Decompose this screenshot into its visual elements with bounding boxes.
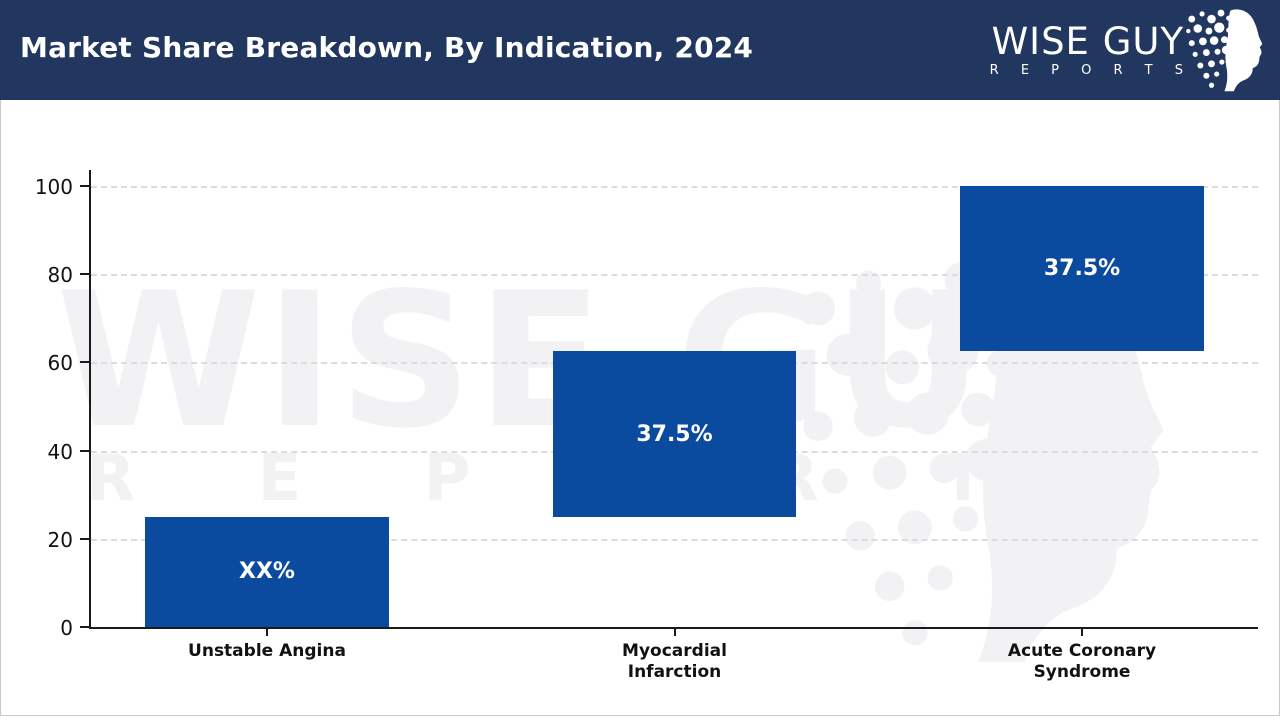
x-axis-tick [1081,627,1084,636]
x-axis-tick [265,627,268,636]
grid-line-y80 [91,274,1258,277]
y-tick-label: 20 [47,527,73,552]
bar-value-label: 37.5% [636,421,713,447]
y-tick-label: 100 [34,174,73,199]
y-axis-tick [80,626,89,628]
bar-value-label: XX% [238,559,295,585]
x-category-label: Myocardial Infarction [622,641,727,683]
x-category-label: Unstable Angina [188,641,346,661]
y-tick-label: 0 [60,616,73,640]
bar-3: 37.5% [960,185,1204,352]
y-tick-label: 40 [47,439,73,464]
grid-line-y100 [91,185,1258,188]
grid-line-y20 [91,538,1258,541]
y-axis-tick [80,184,89,187]
y-axis-tick [80,537,89,540]
y-tick-label: 60 [47,351,73,376]
y-axis-tick [80,273,89,276]
dot-face-logo-icon [1186,9,1263,92]
logo-name: WISE GUY [991,19,1185,63]
logo-text: WISE GUY R E P O R T S [984,23,1192,78]
x-category-label: Acute Coronary Syndrome [1007,641,1157,683]
bar-2: 37.5% [552,351,797,517]
plot-area: 0 20 40 60 80 100 XX% Unstable Angina 37.5% Myoca… [35,170,1258,682]
bar-1: XX% [145,516,389,627]
x-axis-tick [673,627,676,636]
y-axis-tick [80,449,89,452]
y-axis-tick [80,361,89,364]
page-title: Market Share Breakdown, By Indication, 2… [20,30,754,64]
chart-card: WISE GUY R E P O R T S 020406080100XX%Un… [0,100,1280,716]
y-tick-label: 80 [47,263,73,288]
wise-guy-reports-logo: WISE GUY R E P O R T S [984,7,1266,93]
header-bar: Market Share Breakdown, By Indication, 2… [0,0,1280,100]
logo-subtitle: R E P O R T S [989,62,1192,78]
bar-value-label: 37.5% [1043,256,1121,282]
